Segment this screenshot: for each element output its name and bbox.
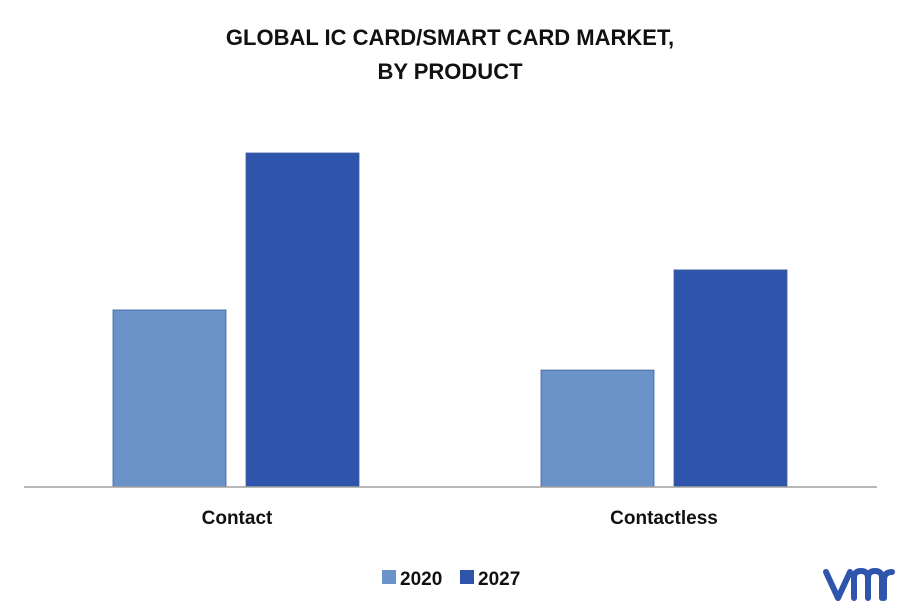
vmr-logo-m	[851, 568, 885, 601]
vmr-logo-v	[823, 569, 853, 601]
bar-contactless-2027	[673, 269, 788, 488]
legend: 2020 2027	[382, 569, 520, 590]
legend-label-2027: 2027	[478, 569, 520, 590]
chart-title-line-1: GLOBAL IC CARD/SMART CARD MARKET,	[226, 25, 674, 50]
bar-contactless-2020	[540, 369, 655, 488]
bar-contact-2020	[112, 309, 227, 488]
bars-group	[112, 152, 788, 488]
bar-contact-2027	[245, 152, 360, 488]
legend-label-2020: 2020	[400, 569, 442, 590]
legend-swatch-2027	[460, 570, 474, 584]
x-tick-label-contact: Contact	[202, 508, 273, 529]
vmr-logo	[823, 568, 895, 601]
vmr-logo-r	[881, 569, 895, 601]
x-tick-label-contactless: Contactless	[610, 508, 718, 529]
legend-swatch-2020	[382, 570, 396, 584]
chart-title-line-2: BY PRODUCT	[377, 59, 523, 84]
